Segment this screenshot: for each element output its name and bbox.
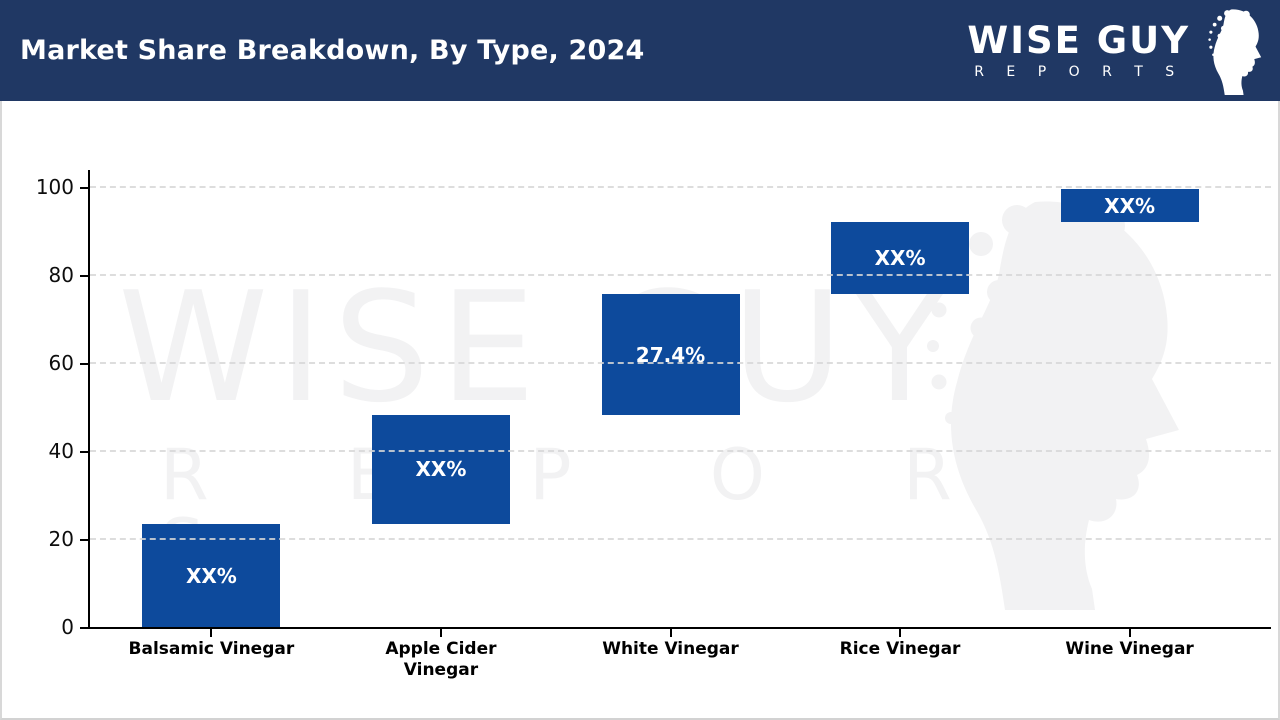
- y-axis-tick: [80, 275, 88, 277]
- logo-subtext: R E P O R T S: [974, 64, 1184, 80]
- y-axis-tick-label: 0: [61, 615, 74, 639]
- x-axis-label-wine-vinegar: Wine Vinegar: [1065, 639, 1194, 659]
- bar-apple-cider-vinegar: [371, 414, 510, 525]
- y-axis-tick: [80, 363, 88, 365]
- x-axis-spine: [88, 627, 1271, 629]
- y-axis-tick-label: 80: [48, 263, 74, 287]
- y-axis-tick: [80, 539, 88, 541]
- x-axis-tick: [1128, 629, 1131, 637]
- logo-wordmark: WISE GUY: [967, 19, 1190, 62]
- bar-value-label: XX%: [185, 563, 237, 588]
- y-axis-tick-label: 100: [35, 175, 74, 199]
- page-title: Market Share Breakdown, By Type, 2024: [20, 35, 645, 66]
- bar-value-label: 27.4%: [635, 342, 706, 367]
- header-bar: Market Share Breakdown, By Type, 2024 WI…: [0, 0, 1280, 101]
- y-axis-tick: [80, 187, 88, 189]
- bar-value-label: XX%: [415, 457, 467, 482]
- y-axis-tick: [80, 627, 88, 629]
- x-axis-tick: [210, 629, 213, 637]
- logo-text: WISE GUY R E P O R T S: [967, 22, 1190, 79]
- y-axis-tick-label: 20: [48, 527, 74, 551]
- y-axis-tick: [80, 451, 88, 453]
- x-axis-label-apple-cider-vinegar: Apple Cider Vinegar: [385, 639, 497, 680]
- y-axis-tick-label: 40: [48, 439, 74, 463]
- bar-value-label: XX%: [1104, 193, 1156, 218]
- x-axis-label-balsamic-vinegar: Balsamic Vinegar: [128, 639, 295, 659]
- y-axis-spine: [88, 170, 90, 629]
- logo-face-icon: [1208, 8, 1262, 95]
- x-axis-label-white-vinegar: White Vinegar: [602, 639, 739, 659]
- x-axis-tick: [899, 629, 902, 637]
- bar-white-vinegar: [601, 294, 740, 415]
- wise-guy-logo: WISE GUY R E P O R T S: [967, 7, 1280, 95]
- x-axis-tick: [669, 629, 672, 637]
- x-axis-label-rice-vinegar: Rice Vinegar: [839, 639, 961, 659]
- bar-balsamic-vinegar: [142, 524, 281, 627]
- y-axis-tick-label: 60: [48, 351, 74, 375]
- x-axis-tick: [439, 629, 442, 637]
- bar-value-label: XX%: [874, 246, 926, 271]
